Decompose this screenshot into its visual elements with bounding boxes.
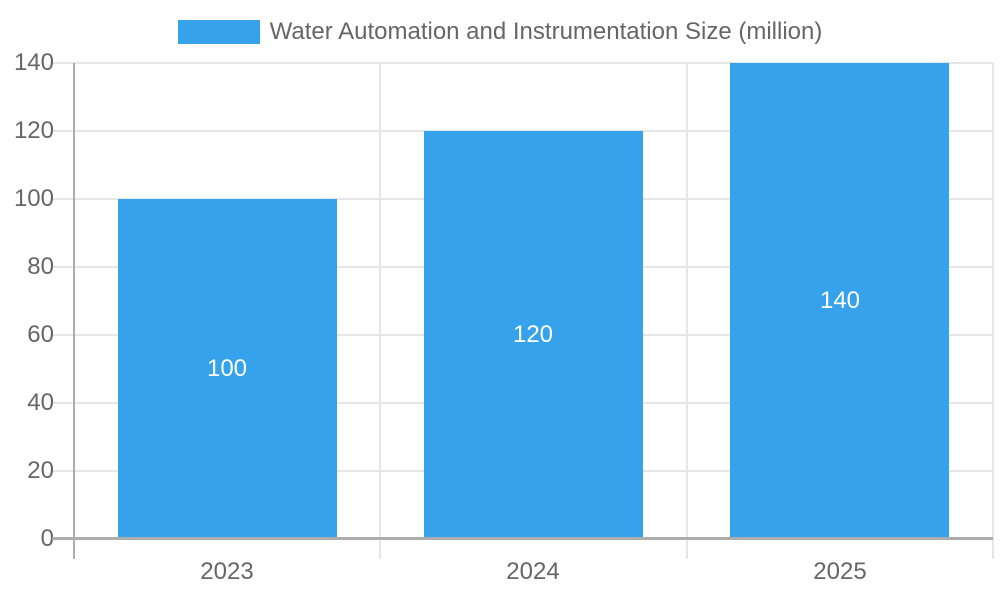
y-tick-label: 120 <box>13 117 54 144</box>
x-gridline <box>992 63 994 559</box>
y-tick-mark <box>52 130 74 132</box>
y-tick-label: 140 <box>13 49 54 76</box>
y-tick-label: 0 <box>40 525 54 552</box>
x-tick-label: 2023 <box>200 558 254 585</box>
x-axis-line <box>52 537 993 540</box>
y-tick-label: 60 <box>27 321 54 348</box>
y-tick-label: 80 <box>27 253 54 280</box>
y-tick-label: 20 <box>27 457 54 484</box>
y-tick-mark <box>52 198 74 200</box>
x-gridline <box>379 63 381 559</box>
y-tick-label: 40 <box>27 389 54 416</box>
legend-swatch <box>177 20 260 44</box>
x-tick-label: 2024 <box>506 558 560 585</box>
x-gridline <box>686 63 688 559</box>
y-tick-mark <box>52 402 74 404</box>
y-gridline <box>74 62 993 64</box>
y-tick-mark <box>52 62 74 64</box>
x-tick-label: 2025 <box>813 558 867 585</box>
y-tick-mark <box>52 334 74 336</box>
chart-legend[interactable]: Water Automation and Instrumentation Siz… <box>0 18 1000 46</box>
y-axis-line <box>73 63 75 559</box>
y-tick-mark <box>52 470 74 472</box>
plot-area: 0 20 40 60 80 100 120 140 100 2023 120 2024 140 2025 <box>14 49 994 585</box>
y-tick-label: 100 <box>13 185 54 212</box>
legend-label: Water Automation and Instrumentation Siz… <box>269 18 823 45</box>
bar[interactable] <box>730 63 949 539</box>
bar[interactable] <box>424 131 643 539</box>
y-tick-mark <box>52 266 74 268</box>
bar[interactable] <box>118 199 337 539</box>
